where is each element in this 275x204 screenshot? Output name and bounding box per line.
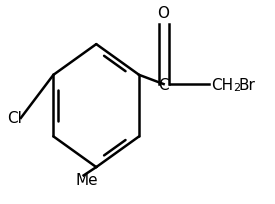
Text: CH: CH: [211, 77, 233, 92]
Text: Me: Me: [76, 172, 98, 187]
Text: Br: Br: [239, 77, 256, 92]
Text: C: C: [158, 77, 169, 92]
Text: Cl: Cl: [7, 111, 22, 126]
Text: O: O: [158, 6, 170, 20]
Text: 2: 2: [233, 83, 240, 93]
